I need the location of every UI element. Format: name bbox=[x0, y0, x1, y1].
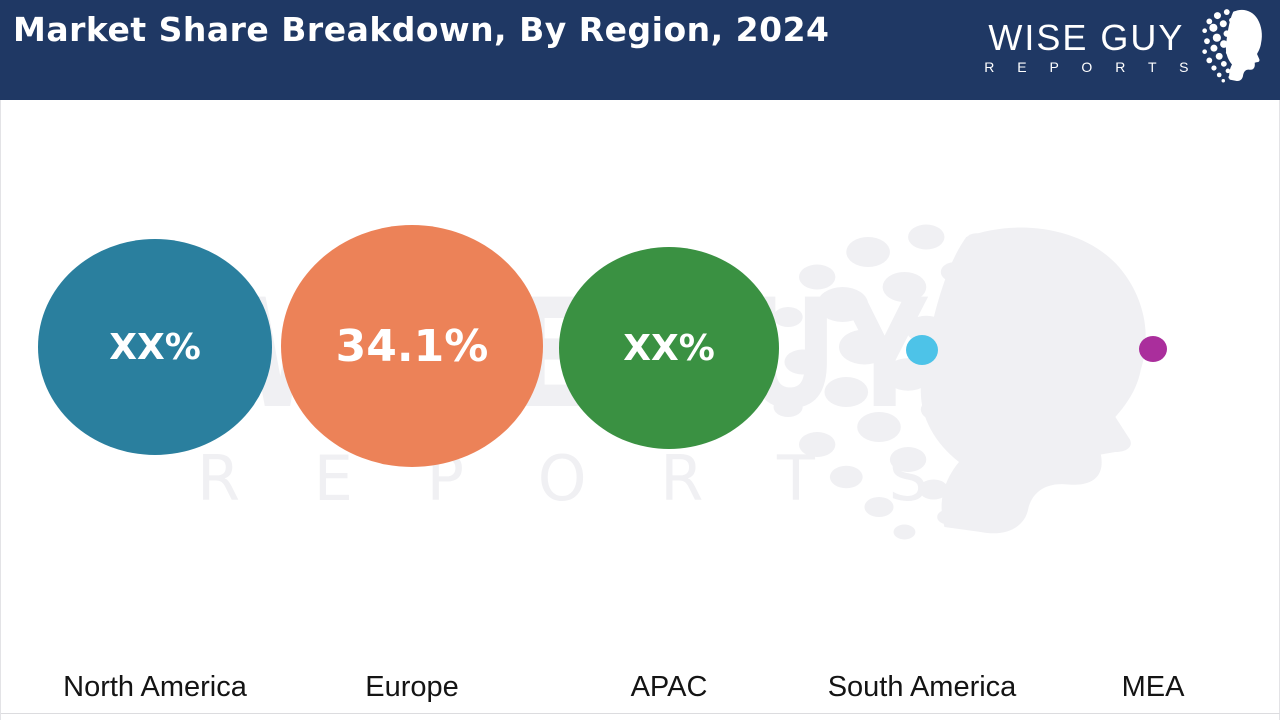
brand-logo: WISE GUY R E P O R T S bbox=[975, 6, 1264, 88]
bubble-apac: XX% bbox=[559, 247, 779, 449]
bubble-value-label: 34.1% bbox=[335, 320, 489, 372]
brand-face-icon bbox=[1200, 6, 1264, 88]
bottom-divider bbox=[1, 713, 1280, 714]
brand-logo-text: WISE GUY R E P O R T S bbox=[975, 18, 1198, 76]
category-label-europe: Europe bbox=[365, 671, 459, 703]
bubble-north-america: XX% bbox=[38, 239, 272, 455]
category-label-apac: APAC bbox=[630, 671, 708, 703]
watermark-brand-subtitle: R E P O R T S bbox=[197, 442, 955, 515]
brand-subtitle: R E P O R T S bbox=[984, 59, 1198, 75]
bubble-value-label: XX% bbox=[109, 326, 201, 368]
page-title: Market Share Breakdown, By Region, 2024 bbox=[13, 10, 830, 49]
header: Market Share Breakdown, By Region, 2024 … bbox=[0, 0, 1280, 100]
brand-name: WISE GUY bbox=[988, 17, 1185, 58]
bubble-value-label: XX% bbox=[623, 327, 715, 369]
bubble-mea bbox=[1139, 336, 1167, 362]
category-label-mea: MEA bbox=[1121, 671, 1185, 703]
category-label-south-america: South America bbox=[827, 671, 1017, 703]
bubble-europe: 34.1% bbox=[281, 225, 543, 467]
bubble-chart: WISE GUY R E P O R T S XX% 34.1% XX% Nor… bbox=[0, 100, 1280, 720]
bubble-south-america bbox=[906, 335, 938, 365]
watermark-face-icon bbox=[759, 212, 1159, 562]
category-label-north-america: North America bbox=[63, 671, 247, 703]
